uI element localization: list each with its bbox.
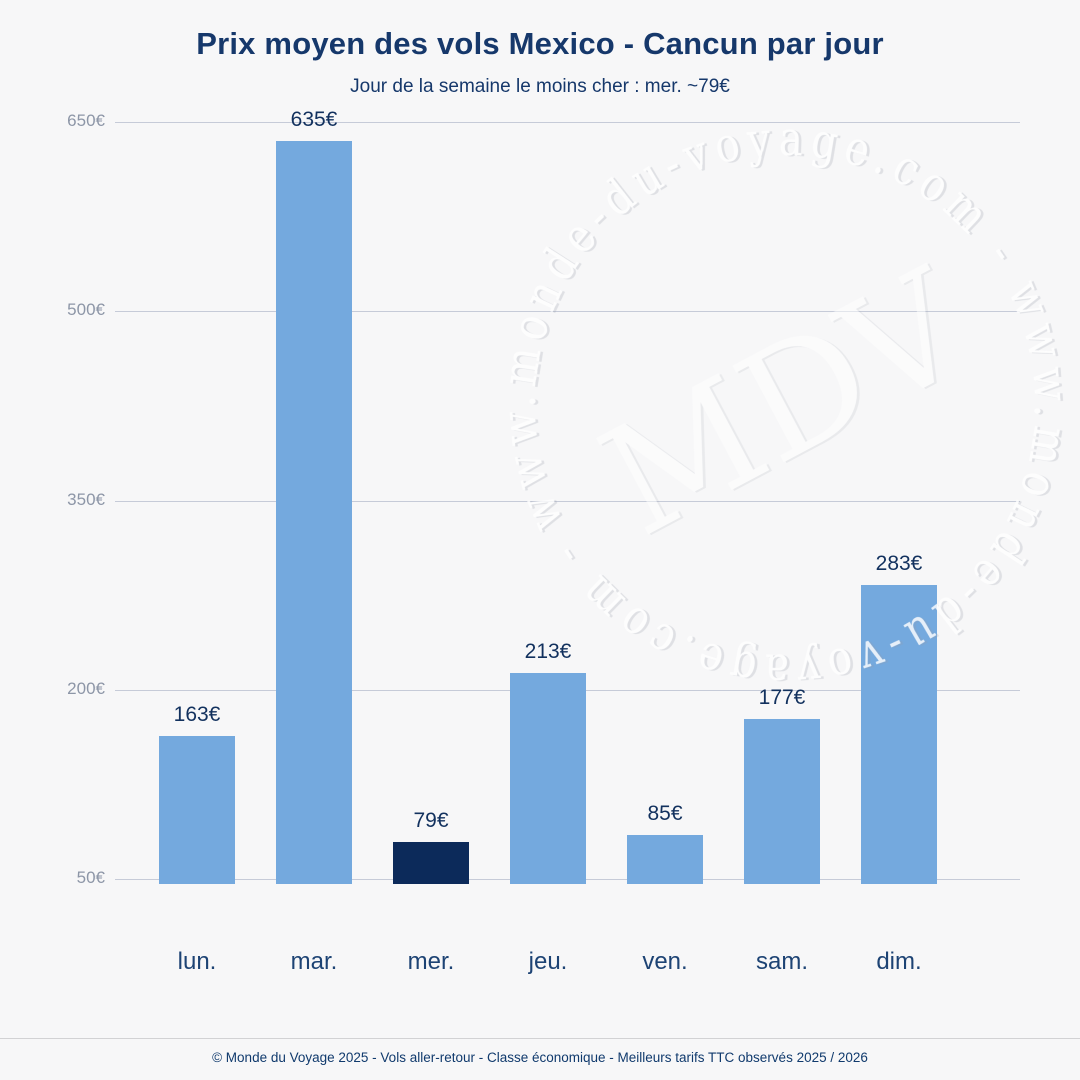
bar-value-label: 213€ bbox=[524, 640, 572, 664]
x-axis-label: mer. bbox=[407, 948, 455, 975]
bar-dim bbox=[861, 585, 937, 884]
bar-value-label: 79€ bbox=[413, 809, 449, 833]
y-axis-label: 650€ bbox=[67, 111, 105, 130]
x-axis-label: mar. bbox=[290, 948, 338, 975]
bar-value-label: 283€ bbox=[875, 552, 923, 576]
x-axis-label: lun. bbox=[177, 948, 217, 975]
bar-jeu bbox=[510, 673, 586, 884]
y-axis-label: 350€ bbox=[67, 489, 105, 509]
bar-value-label: 163€ bbox=[173, 703, 221, 727]
bar-value-label: 177€ bbox=[758, 685, 806, 709]
bar-lun bbox=[159, 736, 235, 884]
bar-ven bbox=[627, 834, 703, 884]
x-axis-label: ven. bbox=[642, 948, 688, 975]
y-axis-label: 200€ bbox=[67, 678, 105, 698]
x-axis-label: dim. bbox=[876, 948, 922, 975]
chart-title: Prix moyen des vols Mexico - Cancun par … bbox=[196, 26, 884, 61]
bar-value-label: 85€ bbox=[647, 801, 683, 825]
y-axis-label: 50€ bbox=[76, 868, 105, 887]
bar-mer bbox=[393, 842, 469, 884]
x-axis-label: jeu. bbox=[528, 948, 568, 975]
gridline bbox=[115, 311, 1020, 313]
bar-value-label: 635€ bbox=[290, 107, 338, 131]
gridline bbox=[115, 500, 1020, 502]
gridline bbox=[115, 122, 1020, 123]
footer-text: © Monde du Voyage 2025 - Vols aller-reto… bbox=[212, 1050, 868, 1065]
bar-sam bbox=[744, 718, 820, 884]
bar-mar bbox=[276, 140, 352, 884]
chart-subtitle: Jour de la semaine le moins cher : mer. … bbox=[350, 76, 730, 97]
y-axis-label: 500€ bbox=[67, 300, 105, 320]
footer-divider bbox=[0, 1038, 1080, 1039]
x-axis-label: sam. bbox=[755, 948, 808, 975]
